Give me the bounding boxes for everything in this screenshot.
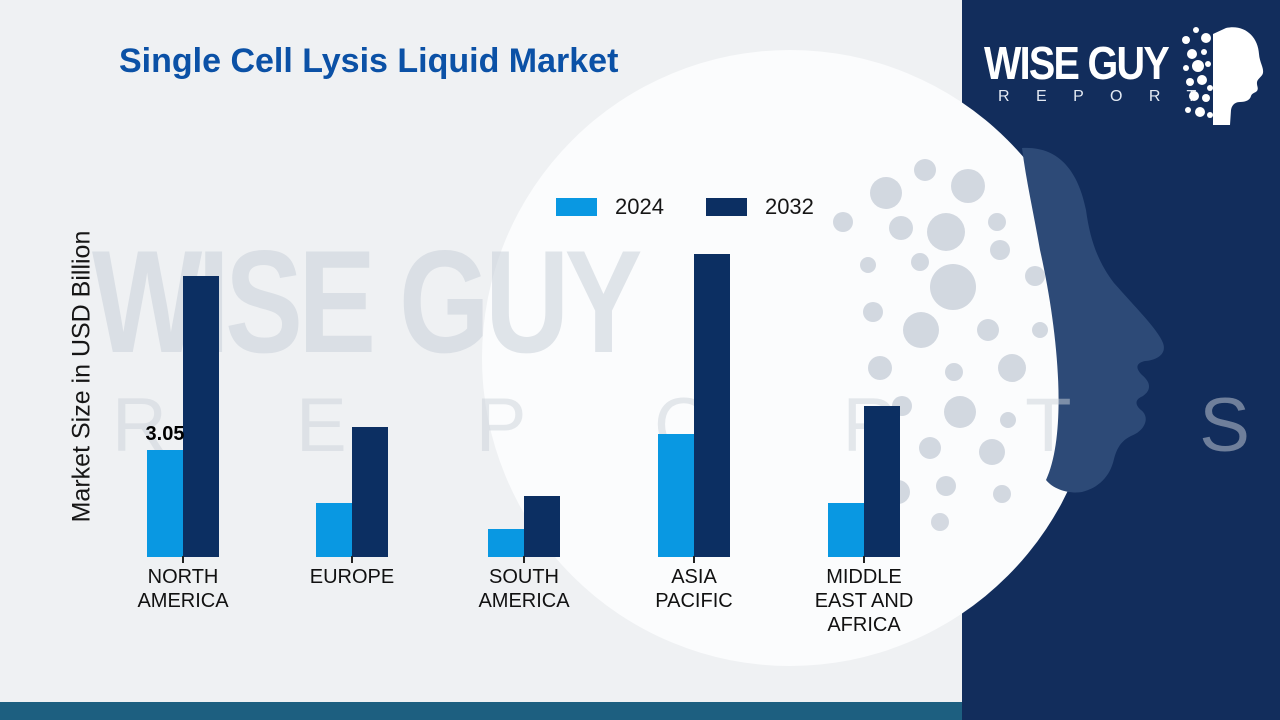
axis-tick-europe xyxy=(351,556,353,563)
bar-2032-middle-east-and-africa xyxy=(864,406,900,557)
bar-2032-south-america xyxy=(524,495,560,557)
bar-2024-middle-east-and-africa xyxy=(828,502,864,557)
legend-item-2024: 2024 xyxy=(556,194,664,220)
legend-swatch-2032 xyxy=(705,198,747,216)
legend-label-2032: 2032 xyxy=(764,194,814,219)
page-title: Single Cell Lysis Liquid Market xyxy=(119,42,619,80)
watermark-dot-face xyxy=(833,159,1048,531)
face-profile-silhouette xyxy=(1022,147,1164,493)
logo-wiseguy-text: WISE GUY xyxy=(984,37,1170,89)
bar-2024-europe xyxy=(316,502,352,557)
category-label-europe: EUROPE xyxy=(309,566,395,588)
legend-label-2024: 2024 xyxy=(615,194,664,219)
legend-item-2032: 2032 xyxy=(705,194,814,220)
category-label-asia-pacific: ASIA PACIFIC xyxy=(655,566,733,612)
legend-swatch-2024 xyxy=(556,198,597,216)
category-label-north-america: NORTH AMERICA xyxy=(137,566,229,612)
axis-tick-south-america xyxy=(523,556,525,563)
bar-2024-south-america xyxy=(488,528,524,557)
logo-reports-text: R E P O R T S xyxy=(998,88,1245,105)
category-label-south-america: SOUTH AMERICA xyxy=(478,566,570,612)
axis-tick-north-america xyxy=(182,556,184,563)
logo-dot-face-icon xyxy=(1182,27,1264,125)
bottom-accent-bar xyxy=(0,702,962,720)
background-circle xyxy=(482,50,1098,666)
wise-guy-reports-logo: WISE GUY R E P O R T S xyxy=(962,0,1280,140)
bar-2024-asia-pacific xyxy=(658,434,694,557)
chart-legend: 2024 2032 xyxy=(556,194,814,220)
bar-2032-europe xyxy=(352,427,388,557)
category-label-middle-east-and-africa: MIDDLE EAST AND AFRICA xyxy=(814,566,914,636)
axis-tick-asia-pacific xyxy=(693,556,695,563)
bar-2024-north-america xyxy=(147,450,183,557)
bar-value-label-north-america: 3.05 xyxy=(145,423,185,445)
bar-2032-asia-pacific xyxy=(694,253,730,557)
bar-2032-north-america xyxy=(183,276,219,557)
axis-tick-middle-east-and-africa xyxy=(863,556,865,563)
